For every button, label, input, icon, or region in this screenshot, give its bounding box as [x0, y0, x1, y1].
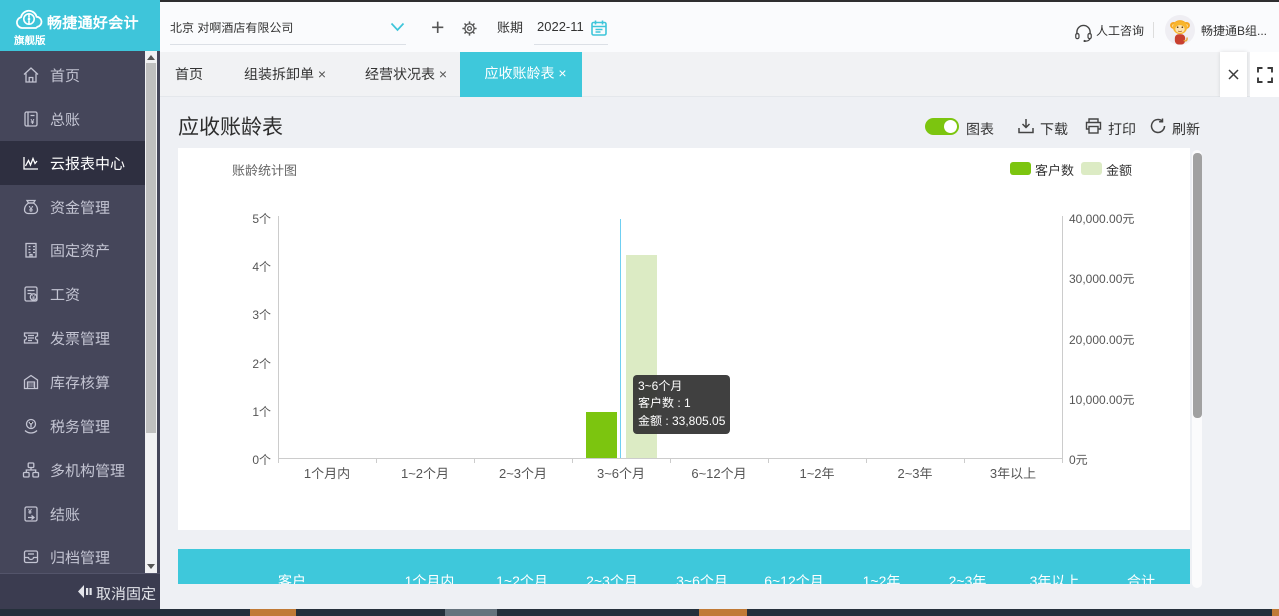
svg-text:¥: ¥ — [28, 509, 32, 516]
svg-text:¥: ¥ — [31, 119, 35, 126]
svg-text:¥: ¥ — [32, 295, 36, 302]
svg-text:¥: ¥ — [29, 205, 34, 214]
